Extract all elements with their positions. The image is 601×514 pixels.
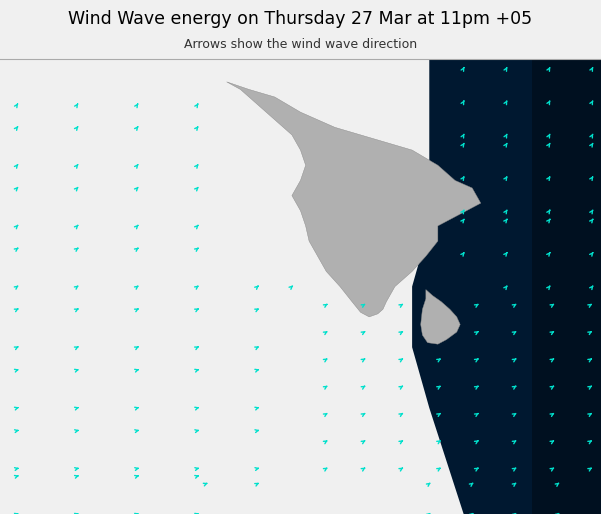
Polygon shape [532, 59, 601, 514]
Polygon shape [412, 59, 601, 514]
Polygon shape [421, 289, 460, 344]
Text: Arrows show the wind wave direction: Arrows show the wind wave direction [184, 38, 417, 51]
Text: Wind Wave energy on Thursday 27 Mar at 11pm +05: Wind Wave energy on Thursday 27 Mar at 1… [69, 10, 532, 28]
Polygon shape [227, 82, 481, 317]
